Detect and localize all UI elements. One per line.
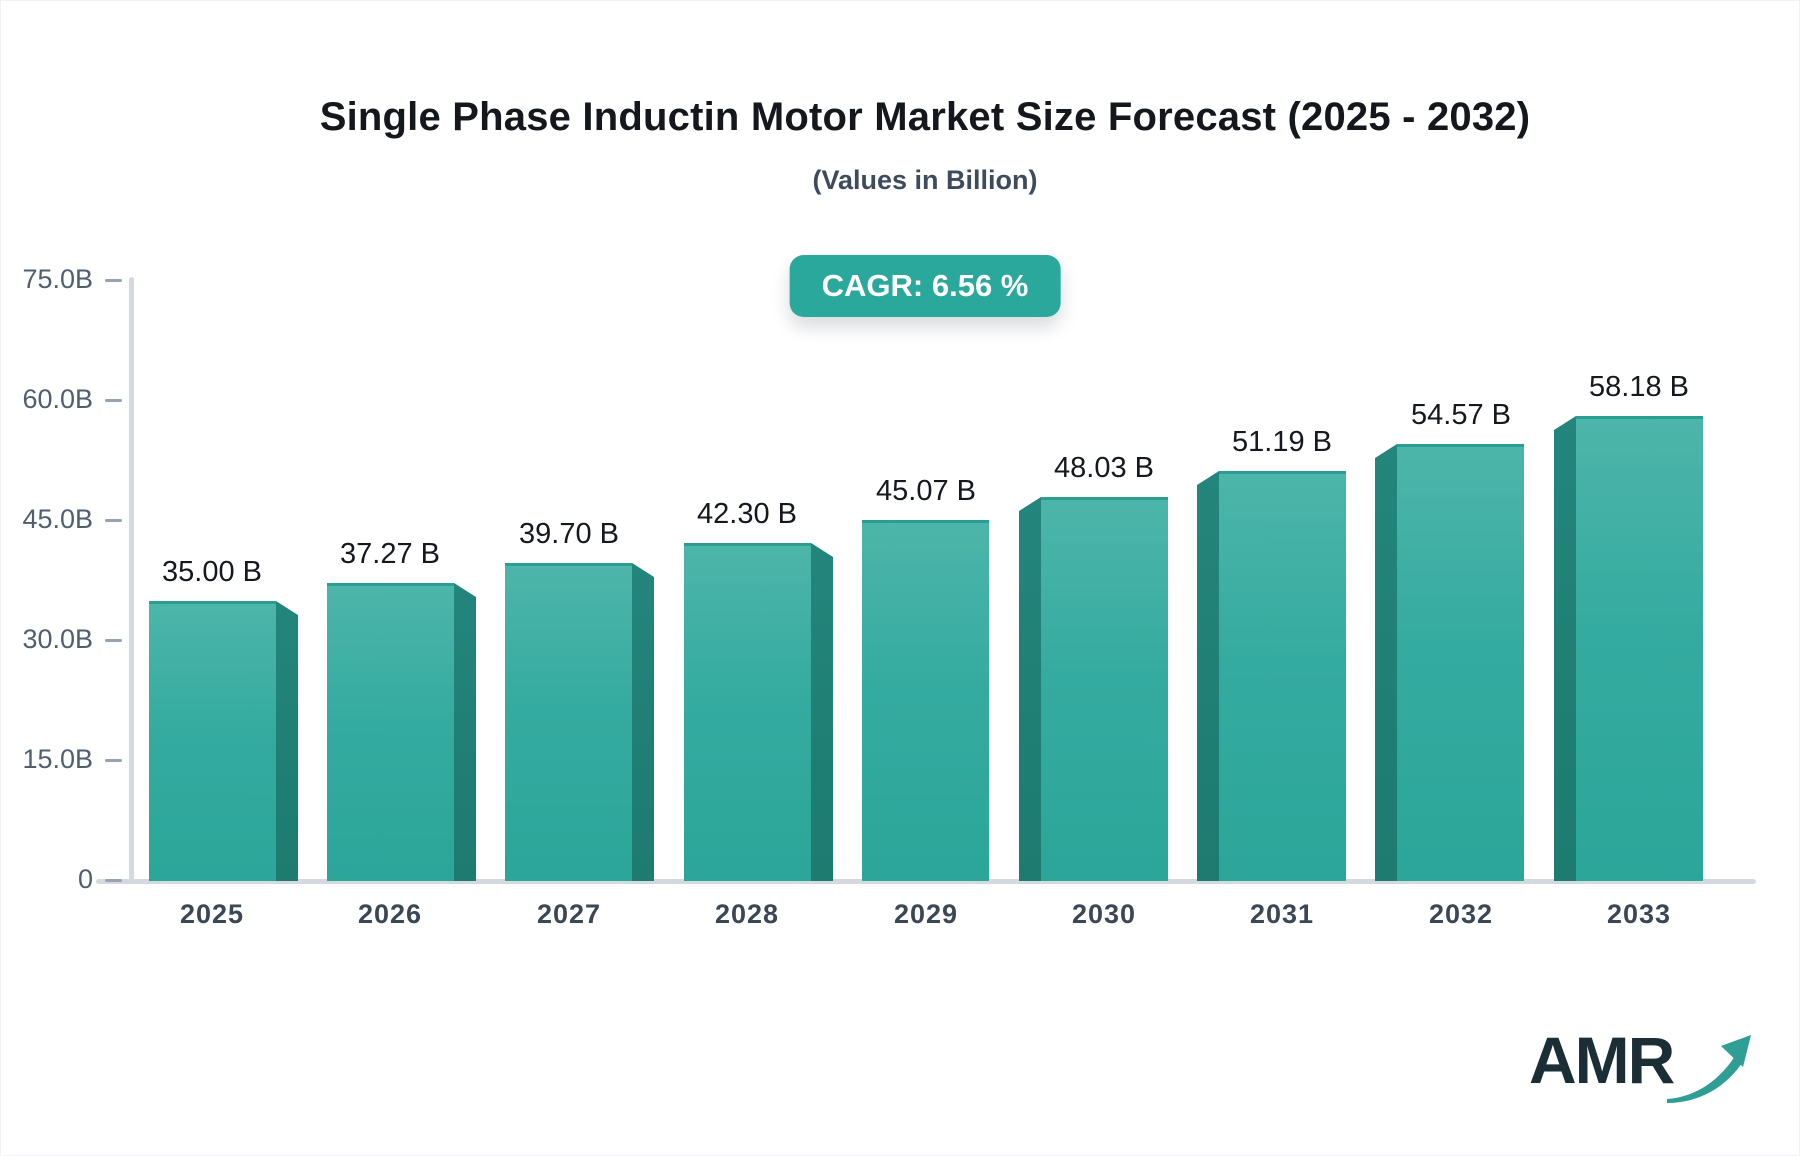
bar-value-label: 45.07 B <box>876 475 976 507</box>
bar-2027 <box>505 563 632 881</box>
bar-side <box>632 563 654 881</box>
y-tick-dash <box>105 759 122 762</box>
bar-2026 <box>327 583 454 881</box>
trending-up-arrow-icon <box>1667 1035 1752 1103</box>
bar-value-label: 42.30 B <box>697 498 797 530</box>
x-tick-label: 2028 <box>714 899 780 929</box>
y-tick-label: 15.0B <box>22 744 93 774</box>
y-tick-label: 30.0B <box>22 624 93 654</box>
bar-value-label: 48.03 B <box>1054 452 1154 484</box>
y-tick-dash <box>105 639 122 642</box>
bar-2029 <box>862 520 989 881</box>
bar-value-label: 39.70 B <box>519 518 619 550</box>
bar-value-label: 58.18 B <box>1589 371 1689 403</box>
bar-value-label: 51.19 B <box>1232 426 1332 458</box>
brand-logo-text: AMR <box>1529 1023 1675 1097</box>
y-tick-dash <box>105 279 122 282</box>
x-tick-label: 2029 <box>893 899 959 929</box>
bar-side <box>276 601 298 881</box>
x-tick-label: 2031 <box>1249 899 1315 929</box>
x-axis-line <box>96 879 1756 884</box>
y-tick-label: 45.0B <box>22 504 93 534</box>
y-tick-dash <box>105 519 122 522</box>
bar-2033 <box>1576 416 1703 881</box>
bar-value-label: 37.27 B <box>340 538 440 570</box>
bar-2025 <box>149 601 276 881</box>
bar-2030 <box>1041 497 1168 881</box>
bar-side <box>1019 497 1041 881</box>
x-tick-label: 2025 <box>179 899 245 929</box>
x-tick-label: 2026 <box>357 899 423 929</box>
y-tick-label: 60.0B <box>22 384 93 414</box>
bar-value-label: 54.57 B <box>1411 399 1511 431</box>
x-tick-label: 2032 <box>1428 899 1494 929</box>
bar-side <box>1197 471 1219 881</box>
bar-2031 <box>1219 471 1346 881</box>
bar-side <box>1554 416 1576 881</box>
y-tick-label: 0 <box>77 864 93 894</box>
cagr-badge: CAGR: 6.56 % <box>789 255 1061 317</box>
bar-side <box>1375 444 1397 881</box>
bar-value-label: 35.00 B <box>162 556 262 588</box>
y-tick-label: 75.0B <box>22 264 93 294</box>
y-axis-line <box>129 277 134 883</box>
bar-2032 <box>1397 444 1524 881</box>
x-tick-label: 2033 <box>1606 899 1672 929</box>
bar-side <box>811 543 833 881</box>
chart-title: Single Phase Inductin Motor Market Size … <box>319 95 1531 139</box>
x-tick-label: 2027 <box>536 899 602 929</box>
y-tick-dash <box>105 879 122 882</box>
x-tick-label: 2030 <box>1071 899 1137 929</box>
y-tick-dash <box>105 399 122 402</box>
bar-2028 <box>684 543 811 881</box>
bar-side <box>454 583 476 881</box>
brand-logo: AMR <box>1529 1027 1755 1109</box>
chart-subtitle: (Values in Billion) <box>812 165 1038 195</box>
